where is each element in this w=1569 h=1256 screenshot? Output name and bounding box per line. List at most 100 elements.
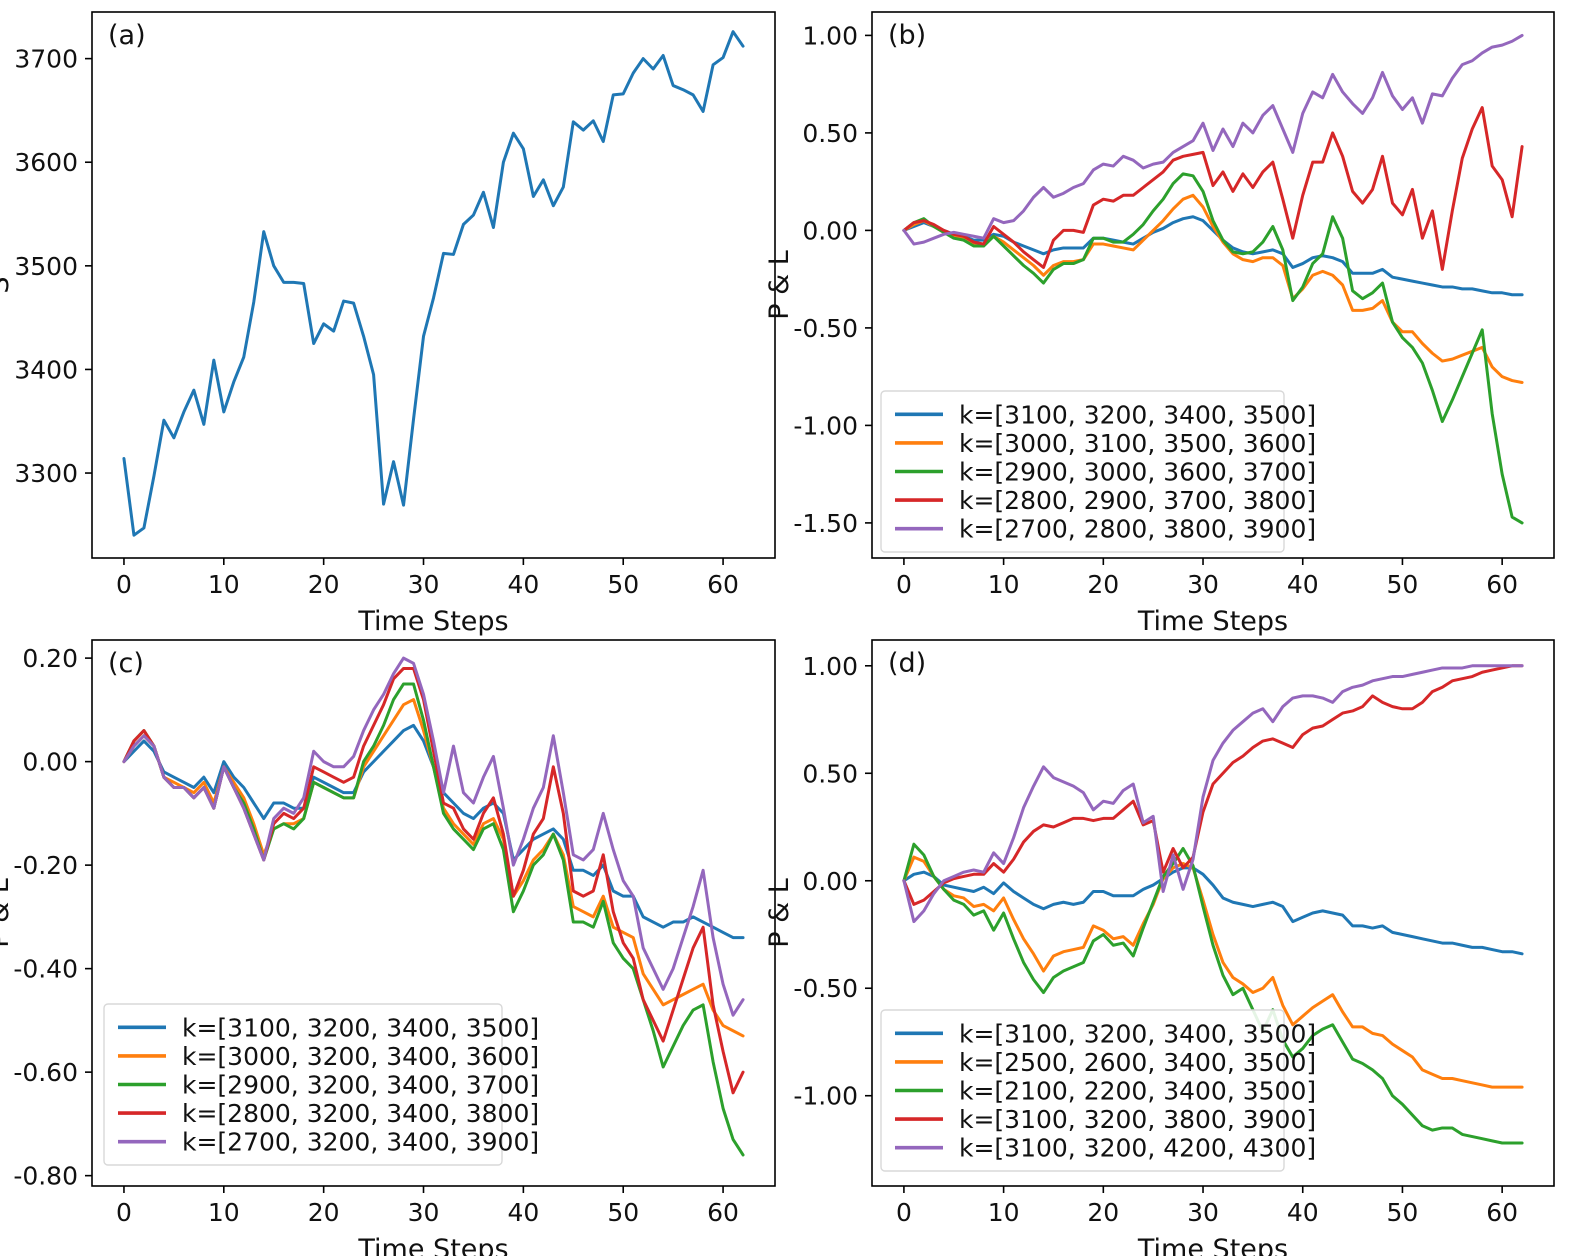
panel-c-xtick-label: 0 [116, 1198, 132, 1227]
panel-a-ytick-label: 3500 [14, 252, 78, 281]
panel-d-xtick-label: 30 [1187, 1198, 1219, 1227]
panel-c-ytick-label: -0.40 [13, 955, 78, 984]
panel-b-legend-label-4: k=[2700, 2800, 3800, 3900] [959, 515, 1316, 544]
panel-d-series-2 [902, 842, 1524, 1145]
panel-c-xtick-label: 40 [507, 1198, 539, 1227]
panel-a-ytick-label: 3300 [14, 459, 78, 488]
panel-b-series-4 [902, 33, 1524, 246]
panel-c-legend-label-2: k=[2900, 3200, 3400, 3700] [182, 1071, 539, 1100]
panel-a-ytick-label: 3700 [14, 45, 78, 74]
panel-d-legend-box [880, 1009, 1285, 1172]
panel-d-ytick-label: 1.00 [802, 652, 858, 681]
panel-d-series-4 [902, 664, 1524, 924]
panel-c-ytick-label: -0.80 [13, 1162, 78, 1191]
panel-c-yaxis-label: P & L [0, 878, 15, 948]
panel-a-ytick-label: 3400 [14, 355, 78, 384]
panel-c-ytick-label: -0.20 [13, 851, 78, 880]
panel-b-xtick-label: 30 [1187, 570, 1219, 599]
panel-d-xtick-label: 10 [988, 1198, 1020, 1227]
panel-b-xtick-label: 50 [1387, 570, 1419, 599]
panel-d-series-3 [902, 664, 1524, 906]
panel-a-xtick-label: 0 [116, 570, 132, 599]
panel-d-ytick-label: 0.50 [802, 759, 858, 788]
panel-d-legend-label-3: k=[3100, 3200, 3800, 3900] [959, 1105, 1316, 1134]
panel-d-legend-label-4: k=[3100, 3200, 4200, 4300] [959, 1134, 1316, 1163]
panel-a-yaxis-label: S [0, 276, 15, 293]
panel-c-xtick-label: 20 [308, 1198, 340, 1227]
panel-b-legend-label-3: k=[2800, 2900, 3700, 3800] [959, 486, 1316, 515]
panel-c-xtick-label: 60 [707, 1198, 739, 1227]
panel-b-ytick-label: -1.50 [793, 509, 858, 538]
panel-a-axes-frame [91, 11, 776, 559]
panel-a-xtick-label: 40 [507, 570, 539, 599]
panel-c-xaxis-label: Time Steps [357, 1234, 508, 1256]
panel-b-series-2 [902, 172, 1524, 525]
panel-a-tag: (a) [108, 20, 146, 51]
panel-d-xtick-label: 20 [1087, 1198, 1119, 1227]
panel-c-legend[interactable]: k=[3100, 3200, 3400, 3500]k=[3000, 3200,… [103, 1003, 539, 1166]
panel-c-ytick-label: 0.20 [22, 644, 78, 673]
panel-c-xtick-label: 10 [208, 1198, 240, 1227]
panel-c-legend-label-4: k=[2700, 3200, 3400, 3900] [182, 1128, 539, 1157]
panel-b-legend-box [880, 390, 1285, 553]
panel-b-series-3 [902, 106, 1524, 271]
panel-b-ytick-label: 0.50 [802, 119, 858, 148]
panel-b-legend[interactable]: k=[3100, 3200, 3400, 3500]k=[3000, 3100,… [880, 390, 1316, 553]
panel-a-xtick-label: 10 [208, 570, 240, 599]
panel-d-ytick-label: 0.00 [802, 867, 858, 896]
panel-b-axes-frame [871, 11, 1555, 559]
panel-d-tag: (d) [888, 648, 926, 679]
panel-b-ytick-label: 1.00 [802, 21, 858, 50]
panel-b-xtick-label: 10 [988, 570, 1020, 599]
panel-b-tag: (b) [888, 20, 926, 51]
panel-d-xaxis-label: Time Steps [1137, 1234, 1288, 1256]
panel-d-ytick-label: -0.50 [793, 974, 858, 1003]
panel-b-legend-label-2: k=[2900, 3000, 3600, 3700] [959, 458, 1316, 487]
panel-d-legend-label-1: k=[2500, 2600, 3400, 3500] [959, 1048, 1316, 1077]
panel-d-legend-label-2: k=[2100, 2200, 3400, 3500] [959, 1077, 1316, 1106]
panel-d-xtick-label: 40 [1287, 1198, 1319, 1227]
panel-b-xtick-label: 20 [1087, 570, 1119, 599]
panel-d-legend[interactable]: k=[3100, 3200, 3400, 3500]k=[2500, 2600,… [880, 1009, 1316, 1172]
panel-d-xtick-label: 0 [896, 1198, 912, 1227]
panel-d-axes-frame [871, 639, 1555, 1187]
panel-b-data-layer [902, 33, 1524, 525]
panel-a-ytick-label: 3600 [14, 148, 78, 177]
panel-a-xaxis-label: Time Steps [357, 606, 508, 637]
panel-c-tag: (c) [108, 648, 144, 679]
panel-b-ytick-label: 0.00 [802, 216, 858, 245]
panel-c-legend-label-3: k=[2800, 3200, 3400, 3800] [182, 1099, 539, 1128]
panel-c-xtick-label: 50 [607, 1198, 639, 1227]
panel-b-series-1 [902, 193, 1524, 384]
panel-b-ytick-label: -1.00 [793, 411, 858, 440]
panel-b-xtick-label: 60 [1486, 570, 1518, 599]
panel-a-xtick-label: 30 [408, 570, 440, 599]
panel-c-ytick-label: 0.00 [22, 748, 78, 777]
panel-c-ytick-label: -0.60 [13, 1058, 78, 1087]
panel-c-xtick-label: 30 [408, 1198, 440, 1227]
panel-c-legend-label-1: k=[3000, 3200, 3400, 3600] [182, 1042, 539, 1071]
panel-d-legend-label-0: k=[3100, 3200, 3400, 3500] [959, 1019, 1316, 1048]
panel-a-data-layer [122, 30, 745, 537]
panel-b-ytick-label: -0.50 [793, 314, 858, 343]
panel-a-series-0 [122, 30, 745, 537]
panel-d-yaxis-label: P & L [764, 878, 795, 948]
panel-c-legend-box [103, 1003, 503, 1166]
panel-a-xtick-label: 60 [707, 570, 739, 599]
panel-d-xtick-label: 50 [1387, 1198, 1419, 1227]
panel-c-axes-frame [91, 639, 776, 1187]
panel-c-legend-label-0: k=[3100, 3200, 3400, 3500] [182, 1013, 539, 1042]
panel-b-legend-label-0: k=[3100, 3200, 3400, 3500] [959, 400, 1316, 429]
panel-d-series-0 [902, 866, 1524, 956]
panel-b-legend-label-1: k=[3000, 3100, 3500, 3600] [959, 429, 1316, 458]
panel-b-xaxis-label: Time Steps [1137, 606, 1288, 637]
panel-c-series-4 [122, 656, 745, 1017]
panel-a-xtick-label: 50 [607, 570, 639, 599]
panel-d-series-1 [902, 855, 1524, 1089]
panel-d-ytick-label: -1.00 [793, 1082, 858, 1111]
